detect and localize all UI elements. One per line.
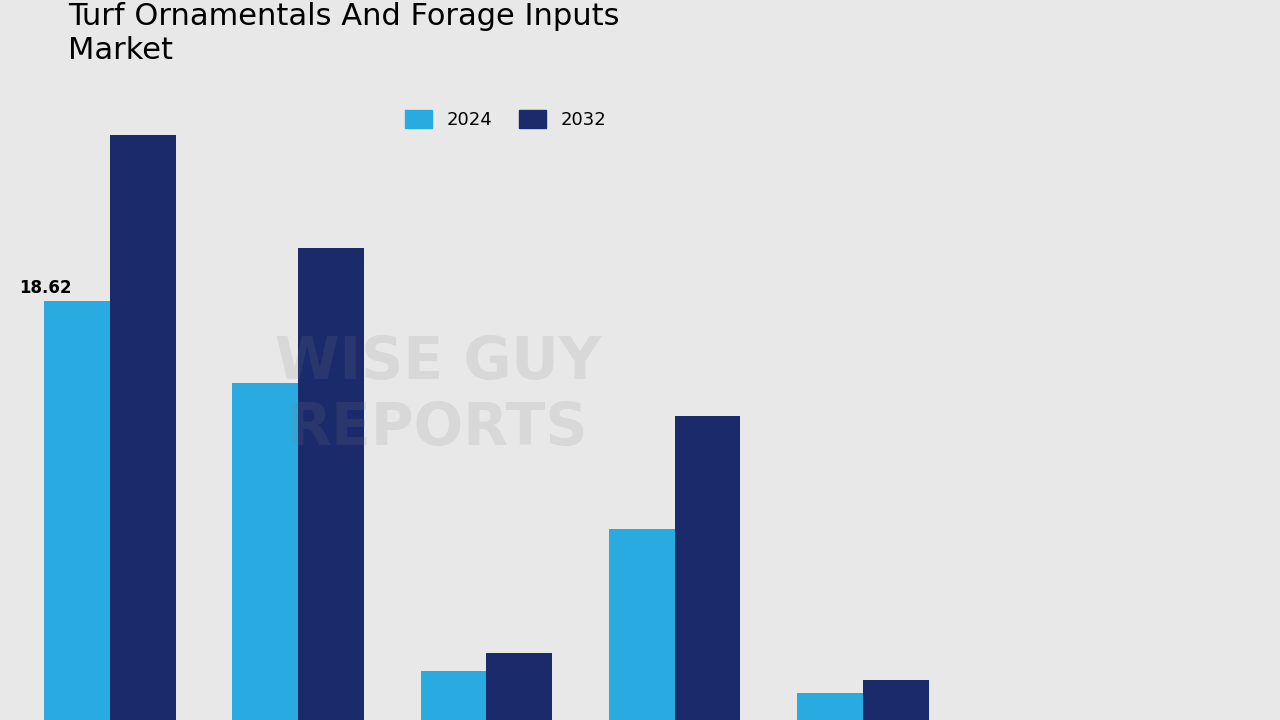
Bar: [110, 135, 175, 720]
Text: WISE GUY
REPORTS: WISE GUY REPORTS: [275, 335, 600, 457]
Text: 18.62: 18.62: [19, 279, 72, 297]
Bar: [797, 693, 863, 720]
Bar: [675, 416, 740, 720]
Bar: [233, 382, 298, 720]
Bar: [486, 652, 552, 720]
Text: Turf Ornamentals And Forage Inputs
Market: Turf Ornamentals And Forage Inputs Marke…: [68, 2, 620, 65]
Legend: 2024, 2032: 2024, 2032: [398, 103, 614, 136]
Bar: [45, 301, 110, 720]
Bar: [421, 670, 486, 720]
Bar: [609, 528, 675, 720]
Bar: [863, 680, 928, 720]
Bar: [298, 248, 364, 720]
